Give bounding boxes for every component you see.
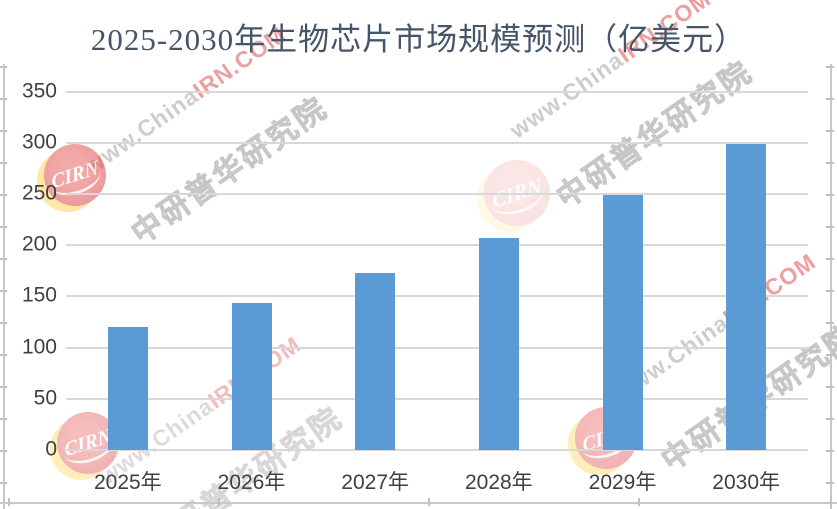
gridline-350 xyxy=(66,90,808,93)
bar-2025年 xyxy=(107,327,148,450)
gridline-250 xyxy=(66,193,808,195)
y-axis-label-300: 300 xyxy=(21,130,57,154)
axis-tick xyxy=(826,130,834,132)
axis-tick xyxy=(0,386,7,388)
x-axis-label-2026年: 2026年 xyxy=(217,471,286,494)
axis-tick xyxy=(830,498,832,506)
x-axis-label-2028年: 2028年 xyxy=(464,471,533,494)
bar-2027年 xyxy=(355,272,396,450)
watermark-text-block: www.ChinaIRN.COM 中研普华研究院 xyxy=(610,248,837,479)
gridline-200 xyxy=(66,244,808,247)
axis-tick xyxy=(826,226,834,228)
axis-tick xyxy=(826,418,834,420)
watermark-url-prefix: www.China xyxy=(80,82,204,180)
x-axis-label-2027年: 2027年 xyxy=(341,471,410,494)
gridline-150 xyxy=(66,295,808,298)
axis-tick xyxy=(428,498,430,506)
y-axis-label-200: 200 xyxy=(21,232,57,256)
axis-tick xyxy=(0,354,7,356)
axis-tick xyxy=(638,498,640,506)
badge-yellow-crescent xyxy=(477,166,543,232)
bar-2030年 xyxy=(726,143,767,450)
axis-tick xyxy=(826,194,834,196)
axis-tick xyxy=(826,482,834,484)
axis-tick xyxy=(826,290,834,292)
badge-swoosh xyxy=(485,172,549,221)
axis-tick xyxy=(0,322,7,324)
axis-tick xyxy=(826,322,834,324)
axis-tick xyxy=(218,498,220,506)
y-axis-label-0: 0 xyxy=(45,437,57,461)
axis-tick xyxy=(0,450,7,452)
axis-tick xyxy=(0,418,7,420)
right-axis-line xyxy=(830,64,832,509)
bar-2028年 xyxy=(478,238,519,450)
axis-tick xyxy=(0,130,7,132)
watermark-url-prefix: www.China xyxy=(505,46,629,144)
axis-tick xyxy=(826,66,834,68)
axis-tick xyxy=(0,98,7,100)
y-axis-label-350: 350 xyxy=(21,78,57,102)
axis-tick xyxy=(8,498,10,506)
x-axis-label-2025年: 2025年 xyxy=(93,471,162,494)
axis-tick xyxy=(0,66,7,68)
gridline-300 xyxy=(66,141,808,144)
left-axis-line xyxy=(3,64,5,509)
axis-tick xyxy=(826,162,834,164)
x-axis-label-2030年: 2030年 xyxy=(712,471,781,494)
x-axis-label-2029年: 2029年 xyxy=(588,471,657,494)
axis-tick xyxy=(826,98,834,100)
axis-tick xyxy=(826,386,834,388)
chart-title: 2025-2030年生物芯片市场规模预测（亿美元） xyxy=(90,22,747,57)
y-axis-label-150: 150 xyxy=(21,283,57,307)
y-axis-label-250: 250 xyxy=(21,181,57,205)
bar-2026年 xyxy=(231,302,272,450)
y-axis-label-50: 50 xyxy=(33,386,57,410)
axis-tick xyxy=(826,450,834,452)
axis-tick xyxy=(0,162,7,164)
axis-tick xyxy=(0,226,7,228)
axis-tick xyxy=(826,258,834,260)
axis-tick xyxy=(0,482,7,484)
axis-tick xyxy=(0,258,7,260)
axis-tick xyxy=(0,194,7,196)
axis-tick xyxy=(0,290,7,292)
gridline-50 xyxy=(66,397,808,400)
axis-tick xyxy=(826,354,834,356)
bottom-axis-line xyxy=(0,502,837,504)
y-axis-label-100: 100 xyxy=(21,334,57,358)
bar-2029年 xyxy=(602,195,643,450)
gridline-0 xyxy=(66,449,808,451)
watermark-cn-text: 中研普华研究院 xyxy=(125,91,335,252)
gridline-100 xyxy=(66,346,808,349)
